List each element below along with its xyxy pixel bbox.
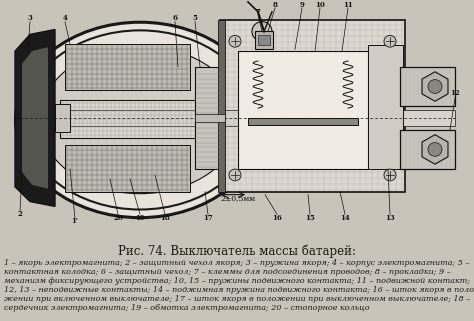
Bar [195,67,223,169]
Text: 18: 18 [160,214,170,222]
Text: 4: 4 [63,14,67,22]
Text: 11: 11 [343,1,353,9]
Text: механизм фиксирующего устройства; 10, 15 – пружины подвижного контакта; 11 – под: механизм фиксирующего устройства; 10, 15… [4,277,470,285]
Text: 20: 20 [113,214,123,222]
Bar [220,20,405,192]
Text: 17: 17 [203,214,213,222]
Bar [248,118,358,125]
Circle shape [384,169,396,181]
Circle shape [428,143,442,156]
Bar [218,20,225,192]
Text: 10: 10 [315,1,325,9]
Bar [60,100,200,138]
Text: 16: 16 [272,214,282,222]
Text: 2: 2 [18,210,22,218]
Text: 9: 9 [300,1,304,9]
Ellipse shape [15,22,265,218]
Text: 7: 7 [255,8,260,16]
Bar [15,110,455,126]
Bar [65,44,190,91]
Bar [238,51,368,169]
Text: сердечник электромагнита; 19 – обмотка электромагнита; 20 – стопорное кольцо: сердечник электромагнита; 19 – обмотка э… [4,304,370,312]
Bar [400,130,455,169]
Bar [55,104,70,132]
Ellipse shape [40,46,240,194]
Circle shape [384,35,396,47]
Text: 13: 13 [385,214,395,222]
Text: 19: 19 [135,214,145,222]
Bar [65,145,190,192]
Polygon shape [422,72,448,101]
Text: 2±0,5мм: 2±0,5мм [220,195,255,203]
Bar [258,35,270,45]
Bar [400,67,455,106]
Circle shape [252,22,272,41]
Polygon shape [422,135,448,164]
Polygon shape [15,30,55,206]
Text: контактная колодка; 6 – защитный чехол; 7 – клеммы для подсоединения проводов; 8: контактная колодка; 6 – защитный чехол; … [4,268,451,276]
Text: 12: 12 [450,89,460,97]
Polygon shape [22,47,48,189]
Text: жении при включенном выключателе; 17 – шток якоря в положении при выключенном вы: жении при включенном выключателе; 17 – ш… [4,295,470,303]
Text: 12, 13 – неподвижные контакты; 14 – поджимная пружина подвижного контакта; 16 – : 12, 13 – неподвижные контакты; 14 – подж… [4,286,474,294]
Text: 5: 5 [192,14,198,22]
Text: 6: 6 [173,14,177,22]
Bar [195,114,225,122]
Text: Рис. 74. Выключатель массы батарей:: Рис. 74. Выключатель массы батарей: [118,245,356,258]
Text: 14: 14 [340,214,350,222]
Text: 1': 1' [72,217,78,225]
Circle shape [428,80,442,93]
Circle shape [229,35,241,47]
Text: 15: 15 [305,214,315,222]
Text: 8: 8 [273,1,277,9]
Text: 1 – якорь электромагнита; 2 – защитный чехол якоря; 3 – пружина якоря; 4 – корпу: 1 – якорь электромагнита; 2 – защитный ч… [4,259,469,267]
Text: 3: 3 [27,14,32,22]
Bar [255,31,273,49]
Bar [368,45,403,169]
Circle shape [229,169,241,181]
